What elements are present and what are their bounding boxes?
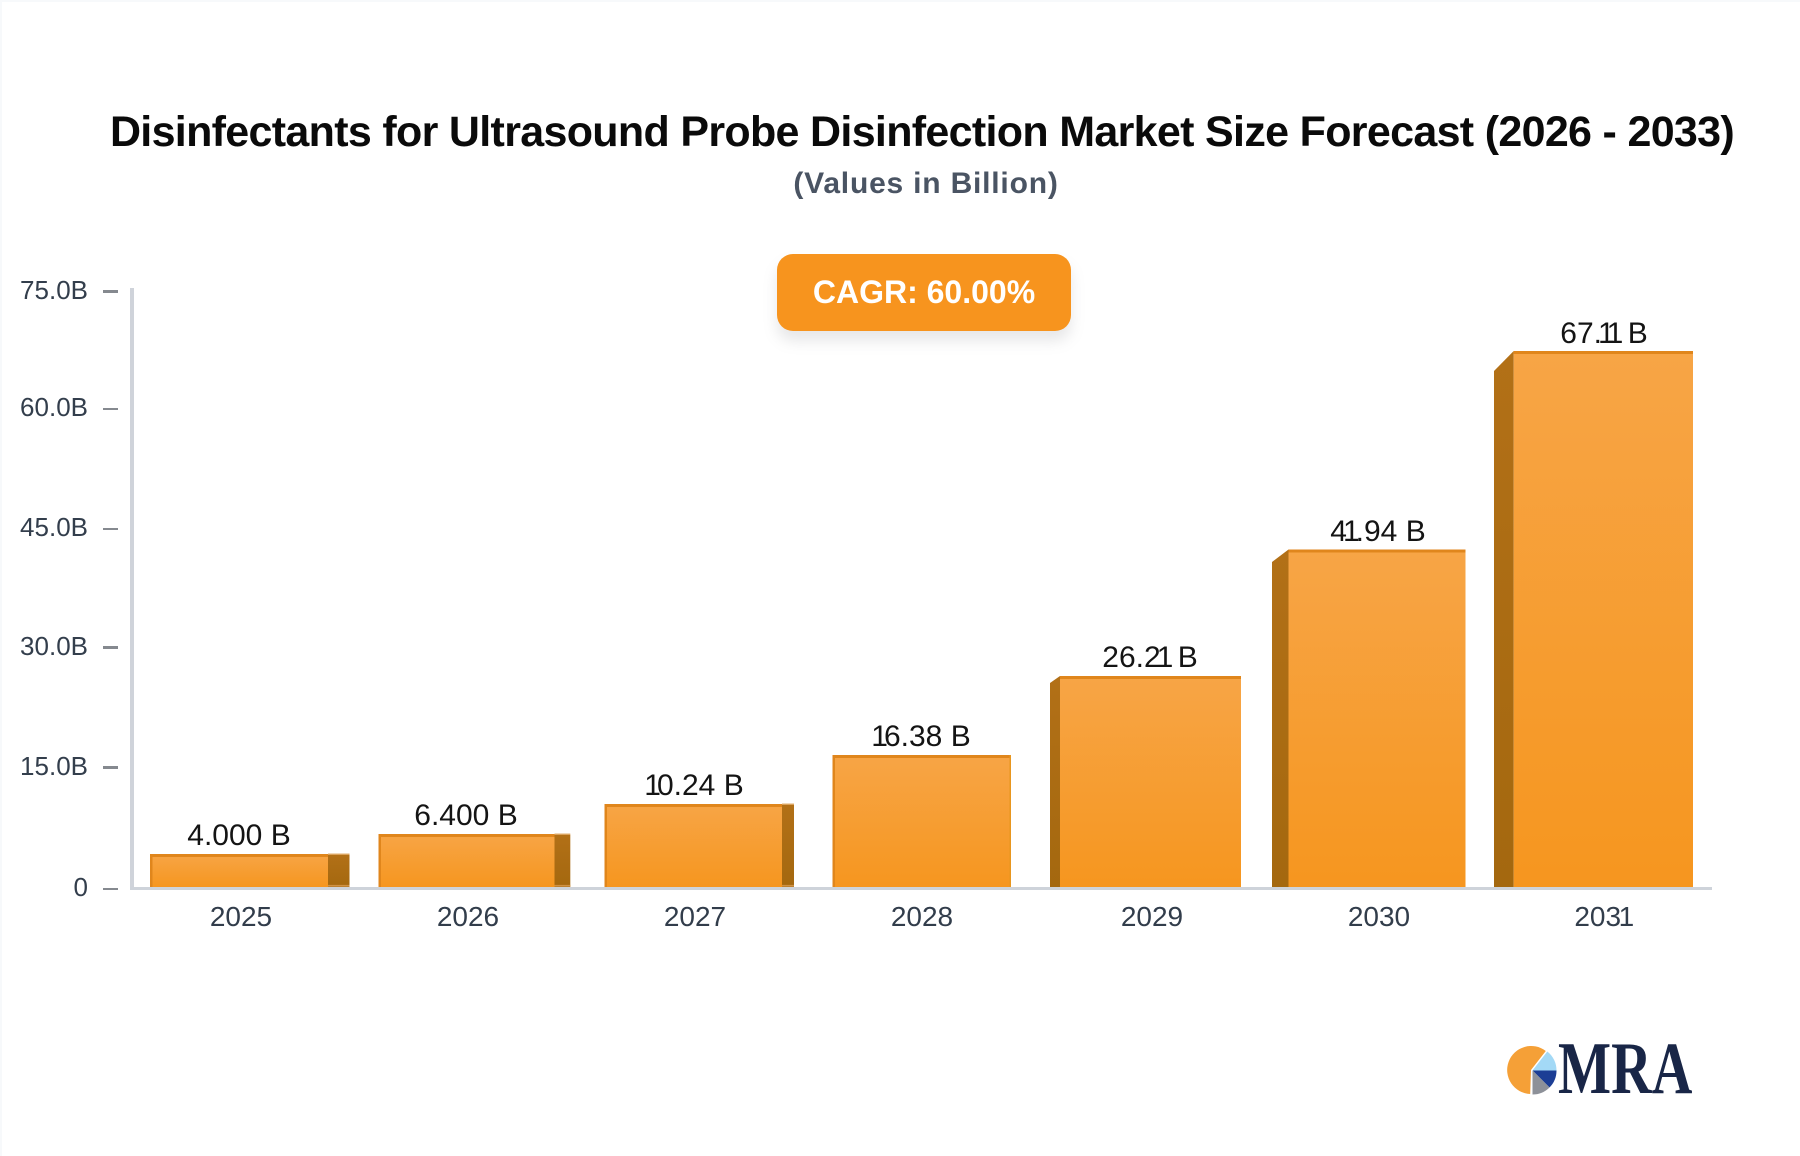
svg-text:MRA: MRA	[1558, 1035, 1692, 1110]
